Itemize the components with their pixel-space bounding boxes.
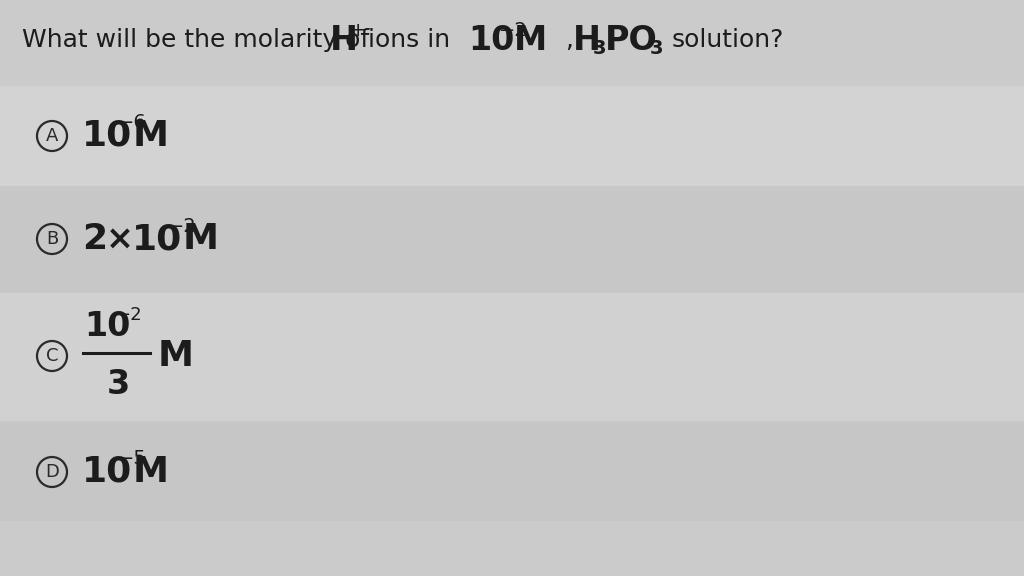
Text: +: + [350,21,367,40]
Text: −2: −2 [115,306,141,324]
Text: C: C [46,347,58,365]
Text: M: M [133,119,169,153]
Text: PO: PO [605,24,657,56]
Text: H: H [330,24,358,56]
Text: ,: , [565,28,573,52]
Text: 10: 10 [82,119,132,153]
Text: 2: 2 [82,222,108,256]
Text: M: M [514,24,547,56]
Text: What will be the molarity of: What will be the molarity of [22,28,370,52]
Text: M: M [183,222,219,256]
Text: 10: 10 [84,309,130,343]
Bar [0,423,1024,521]
Text: ×: × [106,222,134,256]
Text: A: A [46,127,58,145]
Text: ions in: ions in [368,28,451,52]
Text: −2: −2 [499,21,527,40]
Text: 3: 3 [650,40,664,59]
Bar [0,521,1024,576]
Bar [0,86,1024,186]
Text: 10: 10 [82,455,132,489]
Text: 3: 3 [106,367,130,400]
Text: −6: −6 [118,113,146,132]
Text: H: H [573,24,601,56]
Bar [0,0,1024,86]
Text: −2: −2 [168,217,197,236]
Text: −5: −5 [118,449,146,468]
Bar [0,293,1024,421]
Text: M: M [133,455,169,489]
Text: B: B [46,230,58,248]
Bar [0,191,1024,291]
Text: 10: 10 [468,24,514,56]
Text: solution?: solution? [672,28,784,52]
Text: M: M [158,339,194,373]
Text: 10: 10 [132,222,182,256]
Text: D: D [45,463,59,481]
Text: 3: 3 [593,40,606,59]
